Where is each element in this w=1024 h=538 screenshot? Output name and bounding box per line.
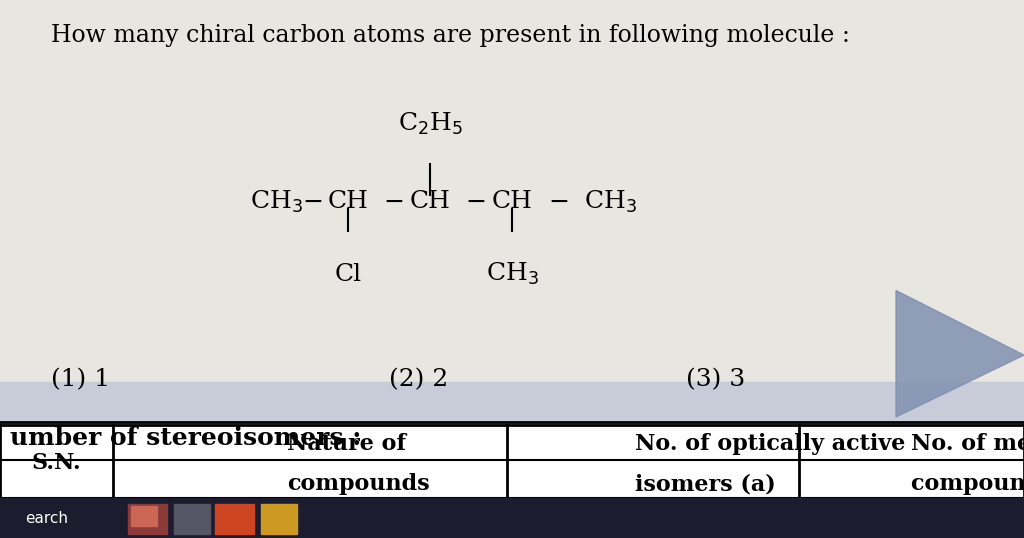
Bar — [215, 504, 254, 534]
Text: earch: earch — [26, 511, 69, 526]
Text: CH: CH — [328, 190, 369, 213]
Bar — [128, 504, 167, 534]
Text: Nature of: Nature of — [287, 433, 406, 455]
Text: $-$: $-$ — [302, 190, 323, 213]
Bar — [0, 382, 1024, 498]
Bar — [0, 498, 1024, 538]
Text: How many chiral carbon atoms are present in following molecule :: How many chiral carbon atoms are present… — [51, 24, 850, 47]
Text: CH: CH — [410, 190, 451, 213]
Text: $-$: $-$ — [548, 190, 568, 213]
Text: (1) 1: (1) 1 — [51, 368, 111, 391]
Bar — [0, 425, 1024, 498]
Text: isomers (a): isomers (a) — [635, 473, 775, 495]
Bar — [131, 506, 157, 526]
Text: C$_2$H$_5$: C$_2$H$_5$ — [397, 111, 463, 137]
Text: umber of stereoisomers :: umber of stereoisomers : — [10, 427, 361, 450]
Text: $-$: $-$ — [383, 190, 403, 213]
Text: compounds: compounds — [287, 473, 429, 495]
Text: $-$: $-$ — [465, 190, 485, 213]
Text: CH: CH — [492, 190, 532, 213]
Text: (2) 2: (2) 2 — [389, 368, 449, 391]
Text: No. of meso: No. of meso — [911, 433, 1024, 455]
Bar — [0, 0, 1024, 460]
Bar — [174, 504, 210, 534]
Text: CH$_3$: CH$_3$ — [485, 261, 539, 287]
Text: CH$_3$: CH$_3$ — [250, 189, 303, 215]
Text: compounds (: compounds ( — [911, 473, 1024, 495]
Text: CH$_3$: CH$_3$ — [584, 189, 637, 215]
Text: Cl: Cl — [335, 263, 361, 286]
Text: (3) 3: (3) 3 — [686, 368, 745, 391]
Polygon shape — [896, 291, 1024, 417]
Bar — [261, 504, 297, 534]
Text: S.N.: S.N. — [32, 452, 81, 473]
Text: No. of optically active: No. of optically active — [635, 433, 905, 455]
